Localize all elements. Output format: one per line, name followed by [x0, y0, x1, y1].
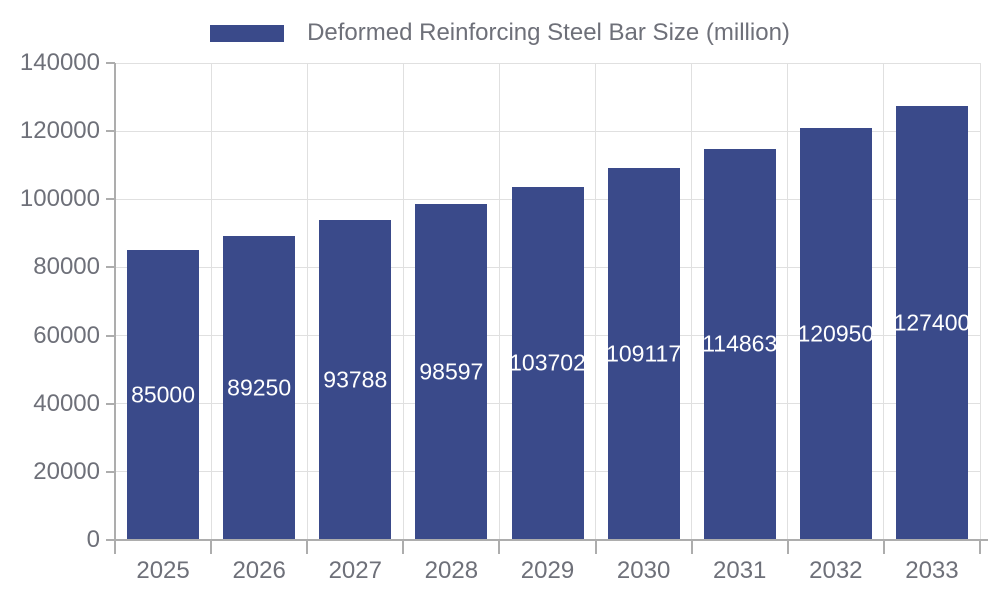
x-axis-tick-label: 2030 — [616, 557, 671, 584]
x-axis-tick-label: 2025 — [136, 557, 190, 584]
x-axis-tick-label: 2032 — [809, 557, 863, 584]
legend-swatch — [210, 24, 285, 42]
grid-line-vertical — [402, 63, 404, 540]
y-axis-tick — [106, 62, 115, 64]
x-axis-tick — [402, 540, 405, 554]
y-axis-tick-label: 120000 — [19, 117, 100, 145]
y-axis-tick-label: 80000 — [33, 253, 100, 281]
bar-2028[interactable]: 98597 — [415, 204, 488, 540]
y-axis-tick-label: 20000 — [33, 457, 100, 485]
x-axis-tick — [690, 540, 693, 554]
bar-2025[interactable]: 85000 — [127, 250, 200, 540]
y-axis-tick — [106, 334, 115, 337]
grid-line-vertical — [787, 63, 789, 540]
x-axis-tick — [594, 540, 597, 554]
y-axis-tick — [106, 130, 115, 133]
grid-line-vertical — [691, 63, 693, 540]
grid-line-vertical — [979, 63, 981, 540]
y-axis-tick-label: 60000 — [33, 321, 100, 349]
bar-value-label: 98597 — [419, 358, 484, 385]
bar-value-label: 127400 — [895, 309, 968, 336]
legend-item[interactable]: Deformed Reinforcing Steel Bar Size (mil… — [0, 19, 1000, 47]
x-axis-tick — [210, 540, 213, 554]
x-axis-tick — [882, 540, 885, 554]
bar-2031[interactable]: 114863 — [703, 148, 776, 540]
x-axis-tick — [114, 540, 116, 554]
x-axis-tick — [306, 540, 309, 554]
x-axis-tick-label: 2033 — [905, 557, 959, 584]
bar-2032[interactable]: 120950 — [799, 127, 872, 540]
y-axis-tick-label: 140000 — [19, 49, 100, 76]
grid-line-horizontal — [115, 62, 980, 64]
grid-line-vertical — [498, 63, 500, 540]
grid-line-vertical — [306, 63, 308, 540]
x-axis-tick-label: 2029 — [520, 557, 575, 584]
x-axis-tick-label: 2028 — [424, 557, 479, 584]
y-axis-tick — [106, 266, 115, 269]
y-axis-tick-label: 100000 — [19, 185, 100, 213]
bar-2030[interactable]: 109117 — [607, 168, 680, 540]
y-axis-tick — [106, 470, 115, 473]
x-axis-line — [106, 539, 988, 541]
x-axis-tick-label: 2031 — [713, 557, 767, 584]
x-axis-tick — [786, 540, 789, 554]
y-axis-tick — [106, 402, 115, 405]
y-axis-tick-label: 0 — [86, 526, 100, 553]
y-axis-tick-label: 40000 — [33, 389, 100, 417]
x-axis-tick-label: 2026 — [232, 557, 286, 584]
bar-value-label: 120950 — [799, 320, 872, 347]
y-axis-tick — [106, 198, 115, 201]
bar-value-label: 114863 — [703, 330, 776, 357]
grid-line-vertical — [595, 63, 597, 540]
x-axis-tick-label: 2027 — [328, 557, 382, 584]
bar-2026[interactable]: 89250 — [223, 235, 296, 540]
x-axis-tick — [979, 540, 981, 554]
bar-value-label: 89250 — [227, 374, 292, 401]
bar-value-label: 93788 — [323, 366, 388, 393]
y-axis-line — [113, 63, 116, 540]
plot-area: 85000 89250 93788 98597 103702 109117 114863 12… — [115, 62, 981, 540]
bar-value-label: 85000 — [131, 381, 196, 408]
bar-value-label: 103702 — [511, 349, 584, 376]
x-axis-tick — [498, 540, 501, 554]
legend-label: Deformed Reinforcing Steel Bar Size (mil… — [307, 19, 790, 46]
bar-2033[interactable]: 127400 — [895, 105, 968, 540]
bar-2029[interactable]: 103702 — [511, 186, 584, 540]
bar-value-label: 109117 — [607, 340, 680, 367]
grid-line-horizontal — [115, 130, 980, 132]
grid-line-vertical — [210, 63, 212, 540]
grid-line-vertical — [883, 63, 885, 540]
bar-2027[interactable]: 93788 — [319, 220, 392, 540]
